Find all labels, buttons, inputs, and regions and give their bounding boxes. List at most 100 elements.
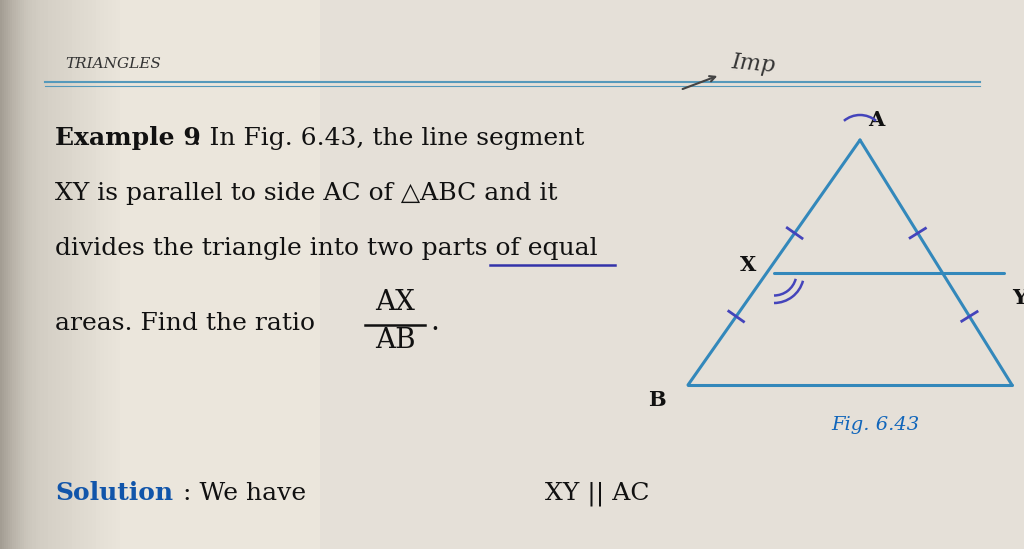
Bar [22,0,24,549]
Bar [1012,0,1016,549]
Bar [412,0,416,549]
Bar [344,0,348,549]
Bar [400,0,404,549]
Bar [96,0,100,549]
Bar [193,0,196,549]
Bar [524,0,528,549]
Bar [1000,0,1004,549]
Bar [464,0,468,549]
Bar [8,0,10,549]
Bar [580,0,584,549]
Bar [724,0,728,549]
Bar [852,0,856,549]
Bar [948,0,952,549]
Bar [540,0,544,549]
Bar [352,0,356,549]
Bar [584,0,588,549]
Bar [444,0,449,549]
Bar [296,0,300,549]
Bar [38,0,40,549]
Bar [408,0,412,549]
Bar [804,0,808,549]
Bar [204,0,208,549]
Bar [6,0,8,549]
Bar [728,0,732,549]
Bar [124,0,128,549]
Bar [864,0,868,549]
Bar [224,0,228,549]
Bar [980,0,984,549]
Text: AB: AB [375,327,416,354]
Bar [340,0,344,549]
Bar [556,0,560,549]
Bar [844,0,848,549]
Bar [60,0,63,549]
Bar [772,0,776,549]
Bar [912,0,916,549]
Bar [156,0,160,549]
Bar [828,0,831,549]
Bar [800,0,804,549]
Bar [575,0,580,549]
Bar [26,0,28,549]
Bar [416,0,420,549]
Bar [732,0,736,549]
Bar [36,0,38,549]
Bar [18,0,20,549]
Bar [40,0,44,549]
Bar [872,0,876,549]
Bar [544,0,548,549]
Bar [508,0,512,549]
Bar [460,0,464,549]
Bar [516,0,520,549]
Bar [916,0,920,549]
Bar [132,0,136,549]
Bar [652,0,656,549]
Bar [20,0,24,549]
Bar [240,0,244,549]
Bar [484,0,488,549]
Bar [608,0,612,549]
Text: X: X [739,255,756,275]
Bar [896,0,900,549]
Bar [208,0,212,549]
Bar [63,0,68,549]
Bar [468,0,472,549]
Bar [784,0,788,549]
Bar [560,0,564,549]
Bar [304,0,308,549]
Bar [312,0,316,549]
Bar [520,0,524,549]
Bar [380,0,384,549]
Bar [332,0,336,549]
Bar [148,0,152,549]
Bar [984,0,988,549]
Bar [292,0,296,549]
Bar [476,0,480,549]
Bar [936,0,940,549]
Bar [244,0,248,549]
Bar [940,0,944,549]
Bar [120,0,124,549]
Bar [868,0,872,549]
Text: XY || AC: XY || AC [545,482,649,507]
Bar [488,0,492,549]
Bar [824,0,828,549]
Bar [28,0,30,549]
Bar [284,0,288,549]
Bar [624,0,628,549]
Bar [620,0,624,549]
Bar [108,0,112,549]
Bar [756,0,760,549]
Bar [252,0,256,549]
Bar [84,0,88,549]
Bar [976,0,980,549]
Bar [4,0,8,549]
Bar [640,0,644,549]
Bar [564,0,568,549]
Bar [932,0,936,549]
Bar [760,0,764,549]
Bar [112,0,116,549]
Bar [548,0,552,549]
Text: Y: Y [1012,288,1024,308]
